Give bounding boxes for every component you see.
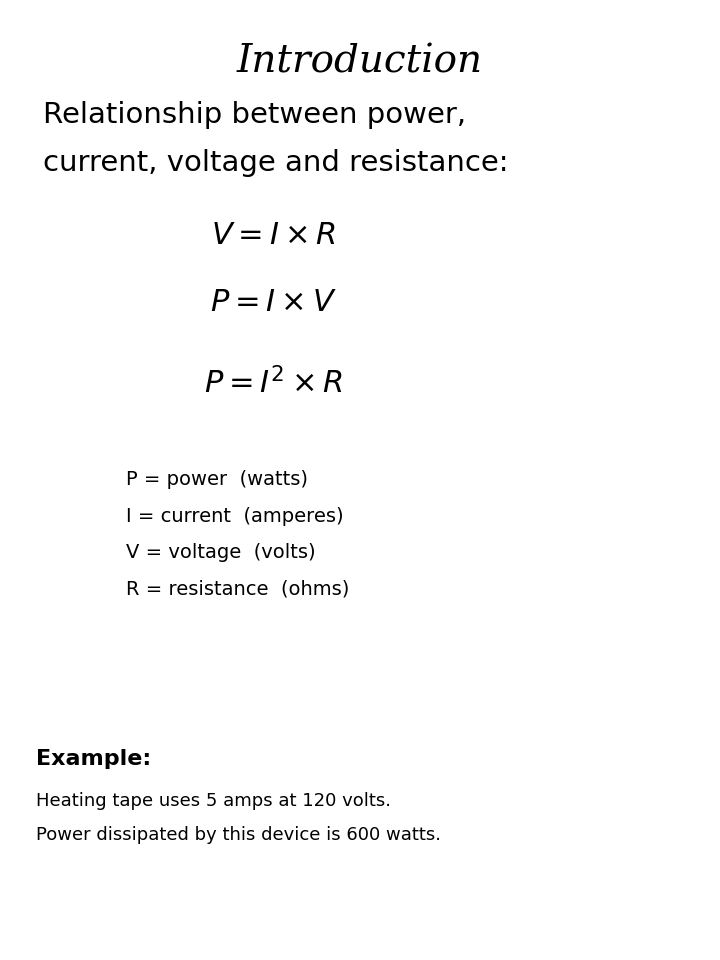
Text: I = current  (amperes): I = current (amperes) [126,507,343,526]
Text: Heating tape uses 5 amps at 120 volts.: Heating tape uses 5 amps at 120 volts. [36,792,391,810]
Text: Example:: Example: [36,749,151,769]
Text: $P = I \times V$: $P = I \times V$ [210,287,337,318]
Text: current, voltage and resistance:: current, voltage and resistance: [43,149,509,177]
Text: R = resistance  (ohms): R = resistance (ohms) [126,580,349,599]
Text: V = voltage  (volts): V = voltage (volts) [126,543,315,563]
Text: $P = I^{2} \times R$: $P = I^{2} \times R$ [204,368,343,400]
Text: P = power  (watts): P = power (watts) [126,470,308,490]
Text: Relationship between power,: Relationship between power, [43,101,467,129]
Text: Power dissipated by this device is 600 watts.: Power dissipated by this device is 600 w… [36,826,441,844]
Text: $V = I \times R$: $V = I \times R$ [211,220,336,251]
Text: Introduction: Introduction [237,43,483,81]
